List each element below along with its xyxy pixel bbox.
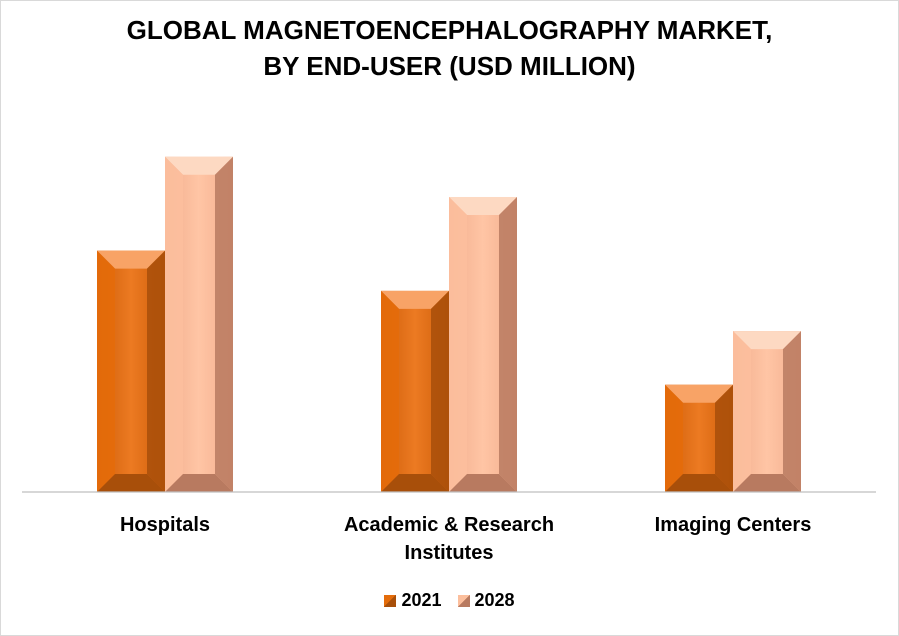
bar-bevel-right <box>499 196 517 492</box>
bar-bevel-left <box>381 290 399 492</box>
bar-bevel-top <box>449 196 517 215</box>
chart-title-line-1: GLOBAL MAGNETOENCEPHALOGRAPHY MARKET, <box>126 15 773 45</box>
legend-swatch-2021 <box>384 594 397 607</box>
x-tick-label-line-1: Hospitals <box>120 514 210 536</box>
bar-bevel-left <box>165 156 183 492</box>
bar-bevel-right <box>147 250 165 492</box>
bar-bevel-top <box>733 331 801 350</box>
bar-2021-1 <box>381 290 449 492</box>
legend: 2021 2028 <box>0 590 899 611</box>
bar-bevel-left <box>449 196 467 492</box>
legend-item-2028: 2028 <box>457 590 515 611</box>
bar-bevel-right <box>215 156 233 492</box>
bar-bevel-right <box>431 290 449 492</box>
bars-group <box>97 156 801 492</box>
bar-2021-2 <box>665 384 733 492</box>
bar-bevel-bottom <box>97 474 165 492</box>
x-tick-labels: Hospitals Academic & Research Institutes Im… <box>120 514 811 564</box>
bar-bevel-top <box>381 290 449 309</box>
x-tick-label-line-2: Institutes <box>405 542 494 564</box>
bar-bevel-top <box>165 156 233 175</box>
bar-bevel-bottom <box>449 474 517 492</box>
bar-bevel-bottom <box>733 474 801 492</box>
legend-swatch-2028 <box>457 594 470 607</box>
bar-bevel-top <box>97 250 165 269</box>
bar-bevel-right <box>783 331 801 492</box>
x-tick-label-line-1: Academic & Research <box>344 514 554 536</box>
legend-label-2028: 2028 <box>474 590 515 610</box>
bar-bevel-bottom <box>665 474 733 492</box>
bar-bevel-right <box>715 384 733 492</box>
bar-bevel-left <box>665 384 683 492</box>
bar-2028-2 <box>733 331 801 492</box>
bar-2028-0 <box>165 156 233 492</box>
legend-label-2021: 2021 <box>401 590 442 610</box>
chart-title: GLOBAL MAGNETOENCEPHALOGRAPHY MARKET, BY… <box>0 12 899 84</box>
chart-title-line-2: BY END-USER (USD MILLION) <box>263 51 636 81</box>
x-tick-label-1: Academic & Research Institutes <box>344 514 554 564</box>
x-tick-label-2: Imaging Centers <box>655 514 812 536</box>
bar-2028-1 <box>449 196 517 492</box>
bar-bevel-bottom <box>381 474 449 492</box>
legend-item-2021: 2021 <box>384 590 442 611</box>
bar-bevel-top <box>665 384 733 403</box>
bar-bevel-left <box>97 250 115 492</box>
x-tick-label-0: Hospitals <box>120 514 210 536</box>
bar-2021-0 <box>97 250 165 492</box>
bar-bevel-bottom <box>165 474 233 492</box>
bar-bevel-left <box>733 331 751 492</box>
x-tick-label-line-1: Imaging Centers <box>655 514 812 536</box>
